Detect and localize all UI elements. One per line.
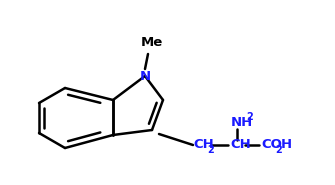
Text: CO: CO [261,139,282,152]
Text: 2: 2 [275,145,282,155]
Text: N: N [139,70,150,83]
Text: 2: 2 [207,145,214,155]
Text: NH: NH [231,115,253,129]
Text: 2: 2 [246,112,253,122]
Text: H: H [281,139,292,152]
Text: CH: CH [193,139,214,152]
Text: Me: Me [141,36,163,50]
Text: CH: CH [230,139,251,152]
